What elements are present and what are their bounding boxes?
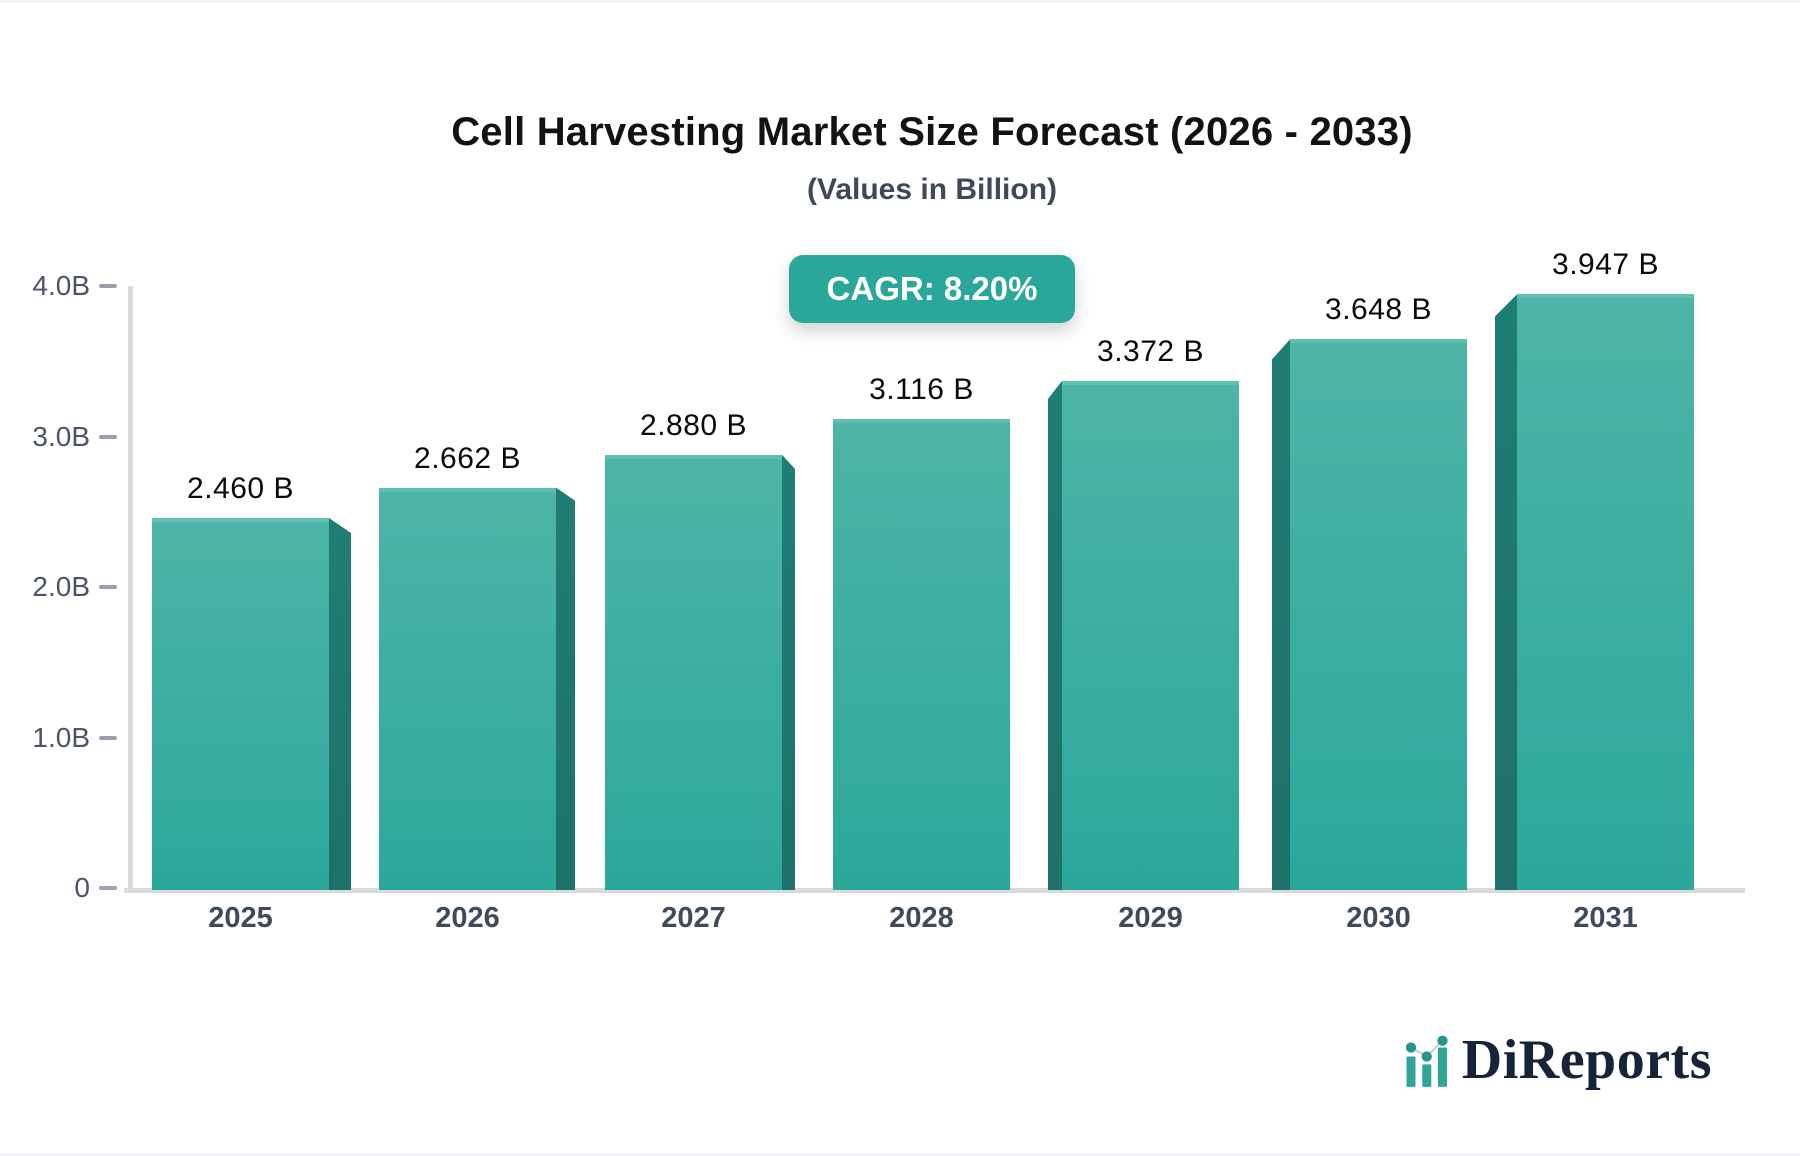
y-axis-label: 4.0B bbox=[32, 270, 90, 302]
bar-side-face-2025 bbox=[329, 518, 351, 890]
bar-value-label-2025: 2.460 B bbox=[187, 472, 294, 506]
top-edge-divider bbox=[0, 0, 1800, 3]
y-axis-line bbox=[128, 286, 133, 893]
x-axis-label-2028: 2028 bbox=[889, 902, 954, 934]
bar-value-label-2029: 3.372 B bbox=[1097, 334, 1204, 368]
bar-face-2029 bbox=[1062, 380, 1239, 890]
bar-face-2028 bbox=[833, 419, 1010, 890]
bar-face-2025 bbox=[152, 518, 329, 890]
y-axis-label: 2.0B bbox=[32, 571, 90, 603]
bar-value-label-2027: 2.880 B bbox=[640, 408, 747, 442]
bar-value-label-2028: 3.116 B bbox=[869, 373, 974, 407]
y-axis-tick bbox=[99, 434, 117, 439]
bar-side-face-2026 bbox=[556, 487, 575, 890]
y-axis-label: 1.0B bbox=[32, 721, 90, 753]
bar-chart-logo-icon bbox=[1405, 1035, 1448, 1087]
x-axis-label-2030: 2030 bbox=[1346, 902, 1411, 934]
x-axis-baseline bbox=[124, 888, 1745, 893]
bar-side-face-2031 bbox=[1495, 294, 1517, 890]
y-axis-label: 3.0B bbox=[32, 420, 90, 452]
x-axis-label-2026: 2026 bbox=[435, 902, 500, 934]
bottom-edge-divider bbox=[0, 1153, 1800, 1156]
bar-face-2031 bbox=[1517, 294, 1694, 890]
cagr-badge: CAGR: 8.20% bbox=[788, 255, 1076, 323]
bar-value-label-2031: 3.947 B bbox=[1552, 248, 1659, 282]
bar-value-label-2030: 3.648 B bbox=[1325, 293, 1432, 327]
x-axis-label-2031: 2031 bbox=[1573, 902, 1638, 934]
x-axis-label-2025: 2025 bbox=[208, 902, 273, 934]
bar-value-label-2026: 2.662 B bbox=[414, 441, 521, 475]
cagr-badge-row: CAGR: 8.20% bbox=[64, 255, 1800, 323]
y-axis-tick bbox=[99, 886, 117, 890]
x-axis-label-2029: 2029 bbox=[1118, 902, 1183, 934]
logo-text: DiReports bbox=[1461, 1029, 1712, 1091]
bar-face-2030 bbox=[1290, 339, 1467, 890]
y-axis-tick bbox=[99, 284, 117, 289]
bar-face-2026 bbox=[379, 487, 556, 890]
x-axis-label-2027: 2027 bbox=[661, 902, 726, 934]
chart-subtitle: (Values in Billion) bbox=[806, 173, 1058, 206]
bar-side-face-2027 bbox=[782, 454, 795, 890]
y-axis-label: 0 bbox=[74, 872, 90, 903]
direports-logo: DiReports bbox=[1405, 1029, 1712, 1091]
bar-side-face-2029 bbox=[1048, 380, 1062, 890]
chart-title: Cell Harvesting Market Size Forecast (20… bbox=[451, 110, 1413, 154]
bar-face-2027 bbox=[605, 454, 782, 890]
chart-header: Cell Harvesting Market Size Forecast (20… bbox=[64, 110, 1800, 207]
y-axis-tick bbox=[99, 735, 117, 740]
bar-side-face-2030 bbox=[1272, 339, 1290, 890]
y-axis-tick bbox=[99, 585, 117, 590]
